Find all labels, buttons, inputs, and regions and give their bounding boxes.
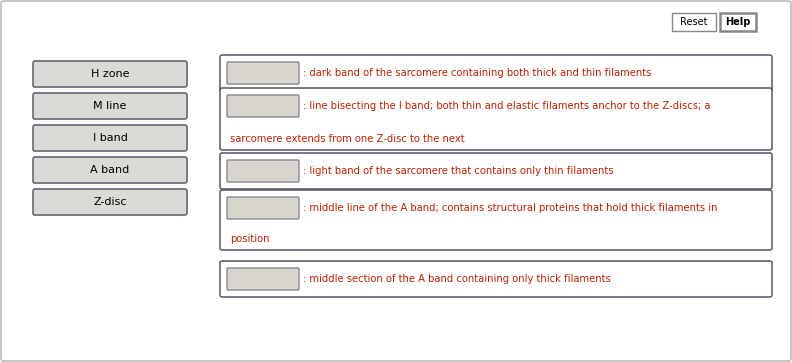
FancyBboxPatch shape bbox=[227, 95, 299, 117]
Text: : light band of the sarcomere that contains only thin filaments: : light band of the sarcomere that conta… bbox=[303, 166, 614, 176]
Text: : dark band of the sarcomere containing both thick and thin filaments: : dark band of the sarcomere containing … bbox=[303, 68, 651, 78]
FancyBboxPatch shape bbox=[220, 55, 772, 91]
Text: H zone: H zone bbox=[91, 69, 129, 79]
FancyBboxPatch shape bbox=[227, 62, 299, 84]
Text: : line bisecting the I band; both thin and elastic filaments anchor to the Z-dis: : line bisecting the I band; both thin a… bbox=[303, 101, 710, 111]
FancyBboxPatch shape bbox=[672, 13, 716, 31]
FancyBboxPatch shape bbox=[220, 153, 772, 189]
Text: M line: M line bbox=[93, 101, 127, 111]
FancyBboxPatch shape bbox=[220, 261, 772, 297]
FancyBboxPatch shape bbox=[227, 160, 299, 182]
Text: sarcomere extends from one Z-disc to the next: sarcomere extends from one Z-disc to the… bbox=[230, 134, 465, 144]
FancyBboxPatch shape bbox=[33, 125, 187, 151]
Text: : middle line of the A band; contains structural proteins that hold thick filame: : middle line of the A band; contains st… bbox=[303, 203, 718, 213]
FancyBboxPatch shape bbox=[33, 61, 187, 87]
FancyBboxPatch shape bbox=[33, 93, 187, 119]
Text: Z-disc: Z-disc bbox=[93, 197, 127, 207]
Text: I band: I band bbox=[93, 133, 128, 143]
FancyBboxPatch shape bbox=[220, 88, 772, 150]
Text: position: position bbox=[230, 234, 269, 244]
FancyBboxPatch shape bbox=[720, 13, 756, 31]
FancyBboxPatch shape bbox=[33, 157, 187, 183]
FancyBboxPatch shape bbox=[33, 189, 187, 215]
Text: Reset: Reset bbox=[680, 17, 708, 27]
FancyBboxPatch shape bbox=[227, 268, 299, 290]
Text: A band: A band bbox=[90, 165, 130, 175]
Text: Help: Help bbox=[725, 17, 751, 27]
FancyBboxPatch shape bbox=[220, 190, 772, 250]
Text: : middle section of the A band containing only thick filaments: : middle section of the A band containin… bbox=[303, 274, 611, 284]
FancyBboxPatch shape bbox=[227, 197, 299, 219]
